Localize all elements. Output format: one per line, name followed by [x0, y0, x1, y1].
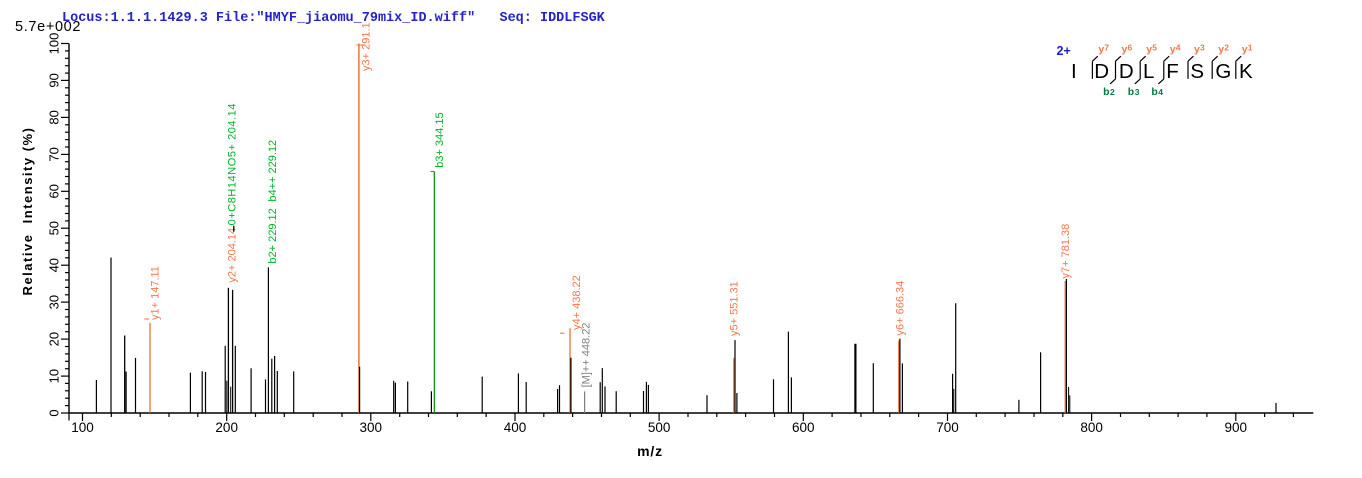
svg-text:4: 4 — [1158, 87, 1163, 97]
svg-text:I: I — [1071, 60, 1077, 83]
svg-text:m/z: m/z — [637, 443, 663, 459]
svg-text:20: 20 — [47, 332, 62, 346]
svg-text:200: 200 — [215, 420, 238, 435]
svg-text:S: S — [1190, 60, 1204, 83]
svg-text:y: y — [1146, 44, 1152, 56]
svg-text:400: 400 — [504, 420, 527, 435]
svg-text:5.7e+002: 5.7e+002 — [15, 19, 81, 35]
svg-text:L: L — [1143, 60, 1154, 83]
svg-text:y3+ 291.17: y3+ 291.17 — [360, 16, 372, 71]
svg-text:Relative Intensity (%): Relative Intensity (%) — [20, 127, 35, 296]
svg-text:100: 100 — [47, 33, 62, 55]
svg-text:y: y — [1218, 44, 1224, 56]
svg-text:900: 900 — [1225, 420, 1248, 435]
svg-text:40: 40 — [47, 258, 62, 272]
svg-text:4: 4 — [1176, 43, 1181, 53]
svg-text:80: 80 — [47, 110, 62, 124]
svg-text:90: 90 — [47, 73, 62, 87]
svg-text:3: 3 — [1135, 87, 1140, 97]
svg-text:100: 100 — [71, 420, 94, 435]
svg-text:b: b — [1103, 86, 1109, 98]
svg-text:b: b — [1128, 86, 1134, 98]
svg-text:b4++ 229.12: b4++ 229.12 — [267, 140, 279, 202]
svg-text:70: 70 — [47, 147, 62, 161]
svg-text:Locus:1.1.1.1429.3 File:"HMYF_: Locus:1.1.1.1429.3 File:"HMYF_jiaomu_79m… — [62, 11, 606, 26]
svg-text:6: 6 — [1128, 43, 1133, 53]
svg-text:y7+ 781.38: y7+ 781.38 — [1060, 224, 1072, 279]
svg-text:5: 5 — [1152, 43, 1157, 53]
svg-text:600: 600 — [792, 420, 815, 435]
svg-text:300: 300 — [360, 420, 383, 435]
svg-text:800: 800 — [1080, 420, 1103, 435]
svg-text:y1+ 147.11: y1+ 147.11 — [149, 266, 161, 320]
svg-text:b2+ 229.12: b2+ 229.12 — [267, 208, 279, 263]
svg-text:y6+ 666.34: y6+ 666.34 — [894, 281, 906, 336]
svg-text:y5+ 551.31: y5+ 551.31 — [729, 281, 741, 336]
svg-text:2: 2 — [1110, 87, 1115, 97]
svg-text:G: G — [1215, 60, 1231, 83]
svg-text:2: 2 — [1224, 43, 1229, 53]
svg-text:2+: 2+ — [1057, 44, 1071, 58]
svg-text:y: y — [1170, 44, 1176, 56]
svg-text:30: 30 — [47, 295, 62, 309]
svg-text:y: y — [1242, 44, 1248, 56]
svg-text:y4+ 438.22: y4+ 438.22 — [571, 275, 583, 330]
svg-text:F: F — [1166, 60, 1179, 83]
svg-text:b3+ 344.15: b3+ 344.15 — [434, 112, 446, 167]
svg-text:3: 3 — [1200, 43, 1205, 53]
svg-text:500: 500 — [648, 420, 671, 435]
svg-text:0+C8H14NO5+ 204.14: 0+C8H14NO5+ 204.14 — [227, 103, 239, 225]
svg-text:[M]++ 448.22: [M]++ 448.22 — [581, 323, 593, 388]
svg-text:b: b — [1151, 86, 1157, 98]
svg-text:10: 10 — [47, 369, 62, 383]
svg-text:700: 700 — [936, 420, 959, 435]
svg-text:60: 60 — [47, 184, 62, 198]
svg-text:K: K — [1239, 60, 1253, 83]
svg-text:0: 0 — [47, 409, 62, 416]
svg-text:D: D — [1094, 60, 1109, 83]
svg-text:7: 7 — [1104, 43, 1109, 53]
svg-text:y2+ 204.14: y2+ 204.14 — [227, 228, 239, 283]
svg-text:50: 50 — [47, 221, 62, 235]
svg-text:y: y — [1122, 44, 1128, 56]
svg-text:D: D — [1119, 60, 1134, 83]
svg-text:1: 1 — [1248, 43, 1253, 53]
svg-text:y: y — [1194, 44, 1200, 56]
svg-text:y: y — [1098, 44, 1104, 56]
